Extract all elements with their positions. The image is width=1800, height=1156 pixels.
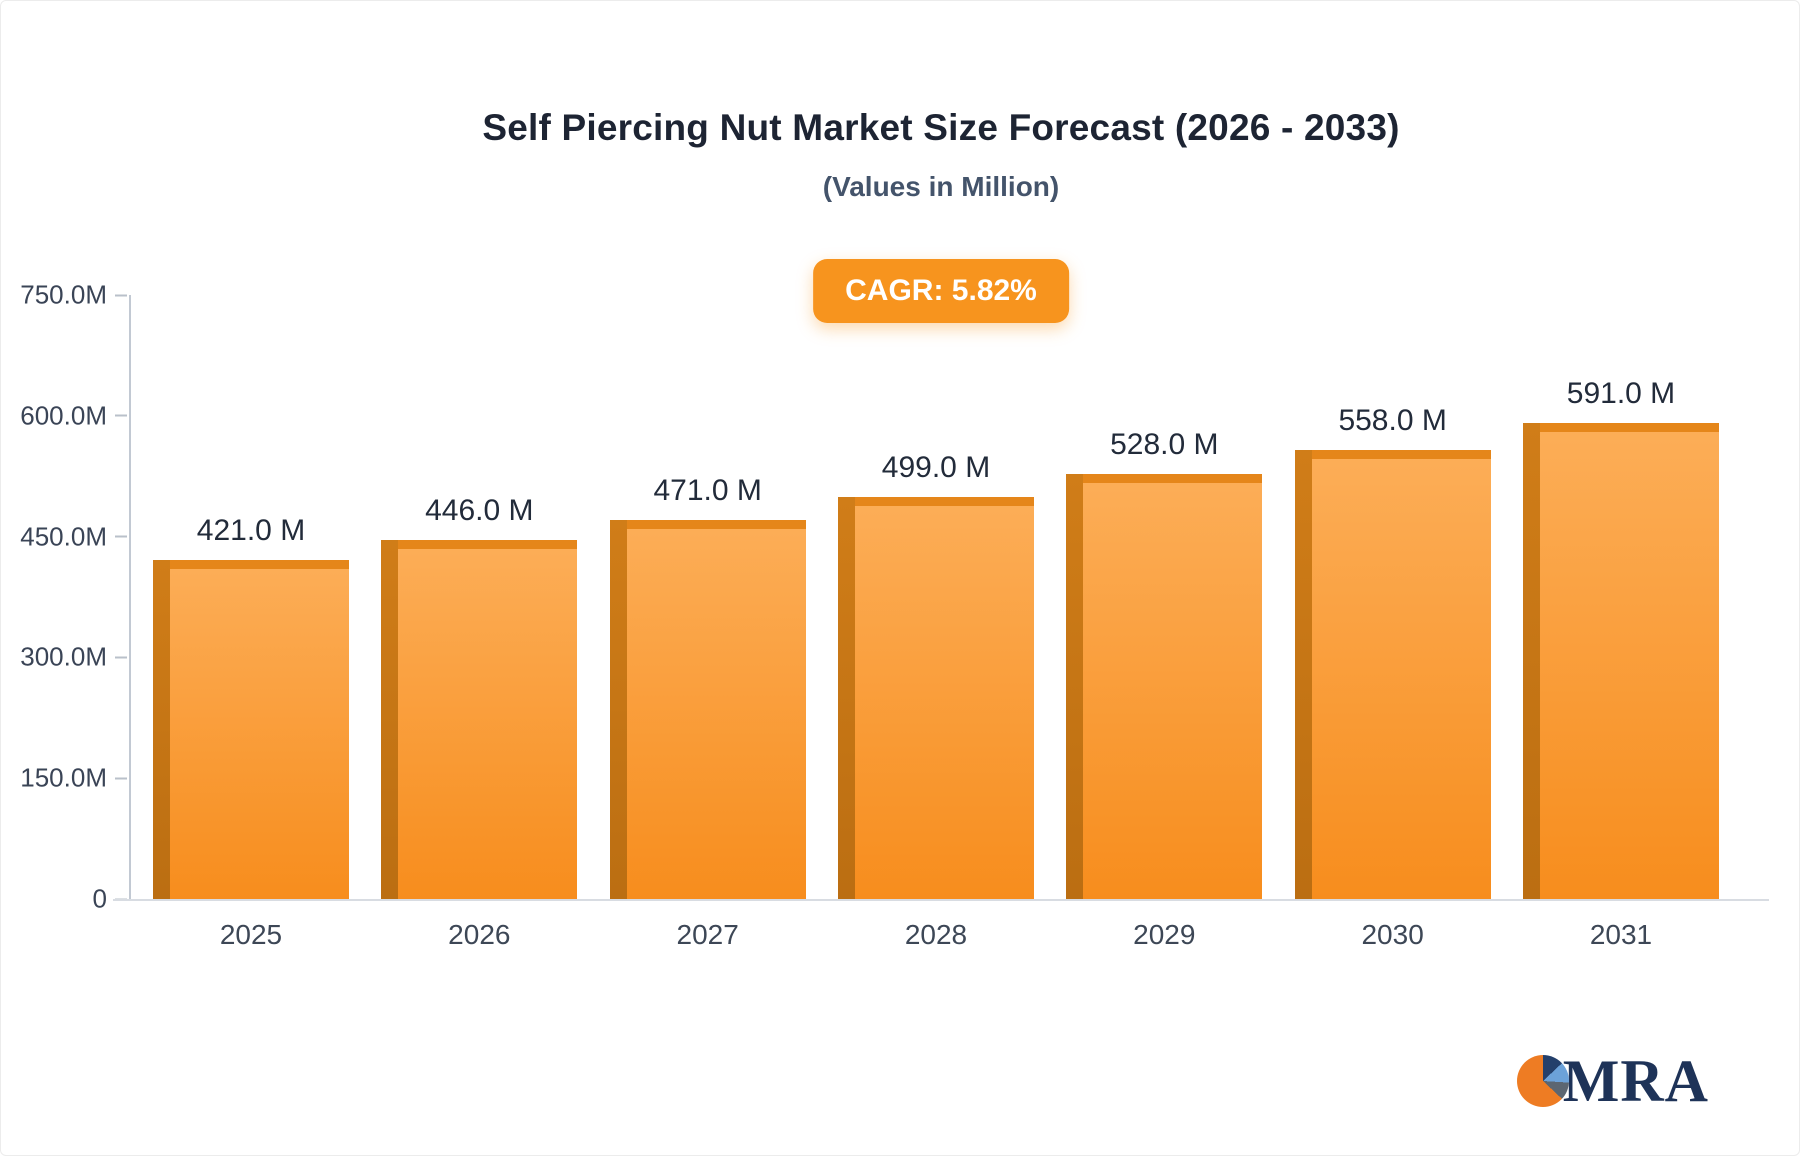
y-tick-label: 150.0M [20,762,107,793]
y-tick-label: 450.0M [20,521,107,552]
bar-2026 [381,539,578,899]
bar-group: 446.0 M 2026 [381,295,578,950]
y-tick: 150.0M [20,763,127,794]
plot-area: 421.0 M 2025 446.0 M 2026 471.0 M 2027 499.0 M… [129,295,1769,950]
bar-value-label: 471.0 M [653,473,762,507]
mra-logo-pie-icon [1516,1055,1569,1107]
y-tick: 450.0M [20,521,127,552]
bar-top-face [398,539,578,549]
bar-value-label: 421.0 M [196,513,306,547]
bar-top-face [1083,473,1263,483]
x-axis-label: 2030 [1361,919,1424,950]
bar-top-face [170,559,349,569]
y-tick-mark [115,535,127,538]
bar-group: 558.0 M 2030 [1294,295,1491,950]
plot-wrap: 421.0 M 2025 446.0 M 2026 471.0 M 2027 499.0 M… [113,295,1769,950]
chart-title: Self Piercing Nut Market Size Forecast (… [482,107,1400,148]
bar-group: 591.0 M 2031 [1522,295,1719,950]
y-tick-label: 300.0M [20,641,107,672]
y-tick-mark [115,656,127,659]
y-tick-label: 750.0M [20,279,107,310]
bar-value-label: 446.0 M [425,493,534,527]
y-tick-mark [115,777,127,780]
bar-group: 471.0 M 2027 [609,295,806,950]
x-axis-label: 2029 [1133,919,1196,950]
y-axis-line [129,295,131,899]
y-tick: 600.0M [20,400,127,431]
bar-side-face [1294,449,1312,899]
y-tick: 750.0M [20,280,127,311]
bar-side-face [609,519,627,899]
bar-top-face [854,497,1034,507]
bar-top-face [1311,449,1491,459]
bar-value-label: 528.0 M [1110,427,1219,461]
bar-value-label: 591.0 M [1566,377,1676,411]
x-axis-label: 2027 [676,919,739,950]
bar-2027 [609,519,806,899]
y-tick-mark [115,414,127,417]
bar-side-face [837,497,855,899]
bar-2029 [1066,473,1263,899]
y-tick: 300.0M [20,642,127,673]
bar-side-face [1522,423,1540,899]
y-axis: 750.0M 600.0M 450.0M 300.0M 150.0M 0 [1,280,127,914]
bar-top-face [626,519,806,529]
bar-2028 [837,497,1034,899]
x-axis-label: 2031 [1589,919,1653,950]
bar-side-face [381,539,399,899]
bar-value-label: 499.0 M [881,451,991,485]
y-tick-mark [115,294,127,296]
y-tick-label: 0 [92,883,107,914]
chart-subtitle: (Values in Million) [822,171,1060,202]
x-axis-line [113,899,1769,901]
mra-logo: MRA [1516,1048,1709,1114]
bar-value-label: 558.0 M [1338,403,1447,437]
mra-logo-text: MRA [1562,1048,1709,1114]
x-axis-label: 2025 [219,919,283,950]
x-axis-label: 2028 [904,919,968,950]
y-tick-label: 600.0M [20,400,107,431]
bar-2031 [1522,423,1719,899]
x-axis-label: 2026 [448,919,511,950]
cagr-badge: CAGR: 5.82% [813,259,1069,323]
bar-group: 421.0 M 2025 [153,295,349,950]
bar-side-face [1066,473,1084,899]
bar-group: 499.0 M 2028 [837,295,1034,950]
bar-2030 [1294,449,1491,899]
bar-top-face [1539,423,1719,433]
bar-side-face [153,559,170,899]
bar-group: 528.0 M 2029 [1066,295,1263,950]
bar-2025 [153,559,349,899]
